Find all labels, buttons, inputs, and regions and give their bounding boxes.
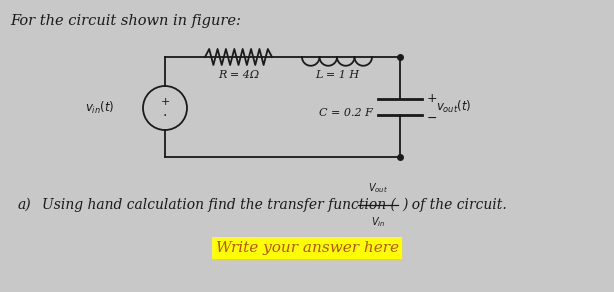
Text: L = 1 H: L = 1 H	[315, 70, 359, 80]
Text: −: −	[427, 112, 438, 124]
Text: Using hand calculation find the transfer function (: Using hand calculation find the transfer…	[42, 198, 396, 212]
Text: ·: ·	[163, 109, 167, 123]
Text: $V_{out}$: $V_{out}$	[368, 181, 388, 195]
Text: a): a)	[18, 198, 32, 212]
Text: For the circuit shown in figure:: For the circuit shown in figure:	[10, 14, 241, 28]
Text: $V_{in}$: $V_{in}$	[371, 215, 385, 229]
Text: Write your answer here: Write your answer here	[216, 241, 398, 255]
Text: $v_{out}(t)$: $v_{out}(t)$	[436, 99, 472, 115]
Text: R = 4Ω: R = 4Ω	[218, 70, 259, 80]
Text: +: +	[160, 97, 169, 107]
Text: C = 0.2 F: C = 0.2 F	[319, 108, 373, 118]
Text: +: +	[427, 93, 438, 105]
Text: ) of the circuit.: ) of the circuit.	[402, 198, 507, 212]
Text: $v_{in}(t)$: $v_{in}(t)$	[85, 100, 115, 116]
